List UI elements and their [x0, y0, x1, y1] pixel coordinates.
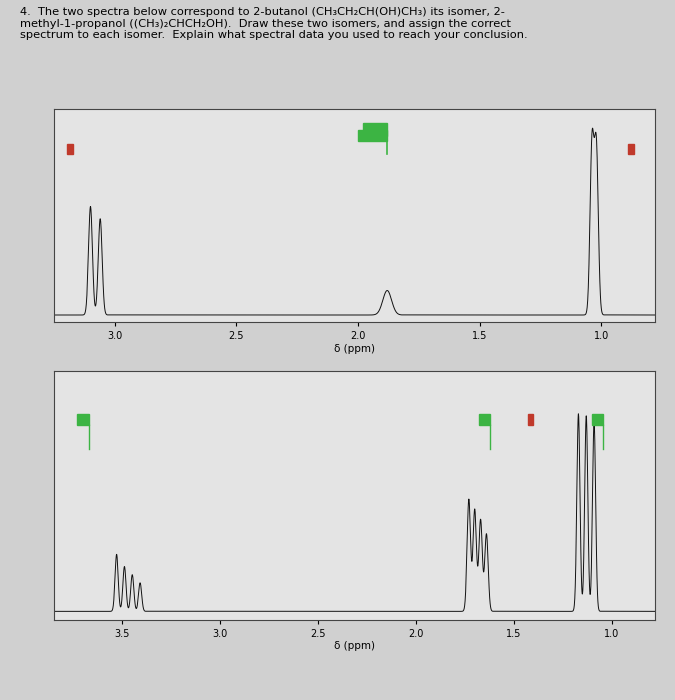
Bar [479, 414, 490, 425]
Bar [68, 144, 74, 154]
Text: 4.  The two spectra below correspond to 2-butanol (CH₃CH₂CH(OH)CH₃) its isomer, : 4. The two spectra below correspond to 2… [20, 7, 528, 40]
FancyArrow shape [363, 123, 387, 136]
X-axis label: δ (ppm): δ (ppm) [334, 641, 375, 651]
Bar [592, 414, 603, 425]
Bar [628, 144, 634, 154]
Bar [528, 414, 533, 425]
Bar [358, 130, 387, 141]
Bar [78, 414, 89, 425]
X-axis label: δ (ppm): δ (ppm) [334, 344, 375, 354]
